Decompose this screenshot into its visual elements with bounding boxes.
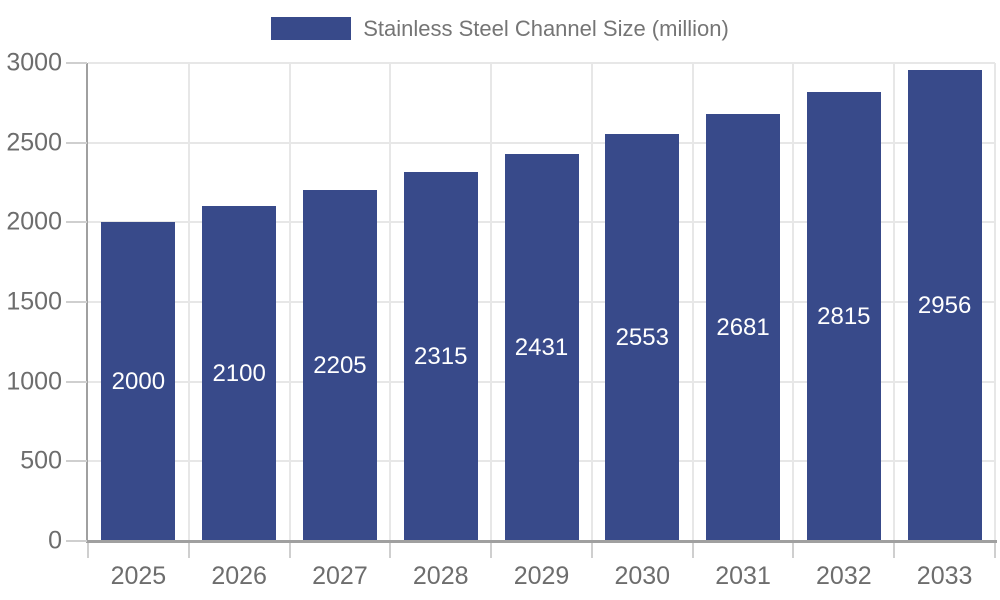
bar-value-label: 2000 bbox=[111, 367, 166, 395]
y-tick-mark bbox=[66, 460, 87, 463]
x-tick-label: 2027 bbox=[312, 562, 368, 590]
y-tick-label: 1500 bbox=[6, 287, 62, 316]
x-tick-label: 2026 bbox=[211, 562, 267, 590]
x-tick-label: 2025 bbox=[110, 562, 167, 590]
x-tick-label: 2031 bbox=[715, 562, 771, 590]
y-tick-mark bbox=[66, 141, 87, 144]
bar-value-label: 2205 bbox=[313, 351, 367, 379]
y-tick-mark bbox=[66, 540, 87, 542]
x-tick-label: 2029 bbox=[513, 562, 570, 590]
bar[interactable]: 2815 bbox=[806, 92, 881, 541]
x-tick-mark bbox=[87, 543, 89, 558]
y-tick-mark bbox=[66, 221, 87, 224]
v-gridline bbox=[590, 63, 593, 541]
v-gridline bbox=[994, 63, 996, 541]
y-axis-line bbox=[86, 63, 88, 543]
bar-value-label: 2956 bbox=[917, 291, 972, 319]
x-tick-mark bbox=[691, 543, 694, 558]
bar-value-label: 2431 bbox=[514, 333, 569, 361]
plot-area: 2000 2100 2205 2315 2431 2553 2681 2815 2956 bbox=[88, 62, 996, 541]
y-tick-label: 1000 bbox=[6, 367, 62, 396]
v-gridline bbox=[389, 63, 392, 541]
bar[interactable]: 2205 bbox=[302, 190, 377, 541]
y-tick-label: 0 bbox=[48, 526, 62, 555]
y-tick-label: 500 bbox=[20, 446, 62, 475]
v-gridline bbox=[187, 63, 190, 541]
y-tick-label: 3000 bbox=[6, 48, 62, 77]
v-gridline bbox=[893, 63, 896, 541]
v-gridline bbox=[691, 63, 694, 541]
x-tick-label: 2032 bbox=[816, 562, 872, 590]
bar[interactable]: 2315 bbox=[403, 172, 478, 541]
y-tick-mark bbox=[66, 380, 87, 383]
bar[interactable]: 2100 bbox=[202, 206, 277, 541]
bar-value-label: 2815 bbox=[817, 302, 871, 330]
h-gridline bbox=[88, 62, 995, 64]
v-gridline bbox=[490, 63, 493, 541]
legend-label: Stainless Steel Channel Size (million) bbox=[363, 15, 729, 41]
x-tick-mark bbox=[590, 543, 593, 558]
y-axis-labels: 0 500 1000 1500 2000 2500 3000 bbox=[0, 0, 62, 600]
legend[interactable]: Stainless Steel Channel Size (million) bbox=[0, 17, 1000, 40]
legend-swatch-icon bbox=[271, 17, 352, 40]
bar-value-label: 2315 bbox=[414, 342, 468, 370]
bar[interactable]: 2431 bbox=[504, 154, 579, 541]
x-tick-mark bbox=[187, 543, 190, 558]
bar[interactable]: 2681 bbox=[706, 114, 781, 541]
h-gridline bbox=[88, 141, 995, 144]
x-tick-mark bbox=[893, 543, 896, 558]
x-tick-mark bbox=[792, 543, 795, 558]
x-tick-label: 2033 bbox=[916, 562, 973, 590]
x-axis-line bbox=[86, 540, 997, 543]
v-gridline bbox=[792, 63, 795, 541]
x-tick-mark bbox=[490, 543, 493, 558]
bar-value-label: 2553 bbox=[615, 323, 669, 351]
x-tick-mark bbox=[288, 543, 291, 558]
y-tick-mark bbox=[66, 301, 87, 303]
bar[interactable]: 2956 bbox=[907, 70, 982, 541]
bar-value-label: 2681 bbox=[716, 313, 770, 341]
bars-layer: 2000 2100 2205 2315 2431 2553 2681 2815 2956 bbox=[88, 63, 995, 541]
x-tick-mark bbox=[389, 543, 392, 558]
bar[interactable]: 2000 bbox=[101, 222, 176, 541]
v-gridline bbox=[288, 63, 291, 541]
y-tick-label: 2000 bbox=[6, 207, 62, 236]
bar[interactable]: 2553 bbox=[605, 134, 680, 541]
y-tick-mark bbox=[66, 62, 87, 64]
y-tick-label: 2500 bbox=[6, 128, 62, 157]
x-tick-label: 2028 bbox=[412, 562, 469, 590]
x-tick-mark bbox=[994, 543, 996, 558]
bar-value-label: 2100 bbox=[212, 359, 266, 387]
x-tick-label: 2030 bbox=[614, 562, 671, 590]
